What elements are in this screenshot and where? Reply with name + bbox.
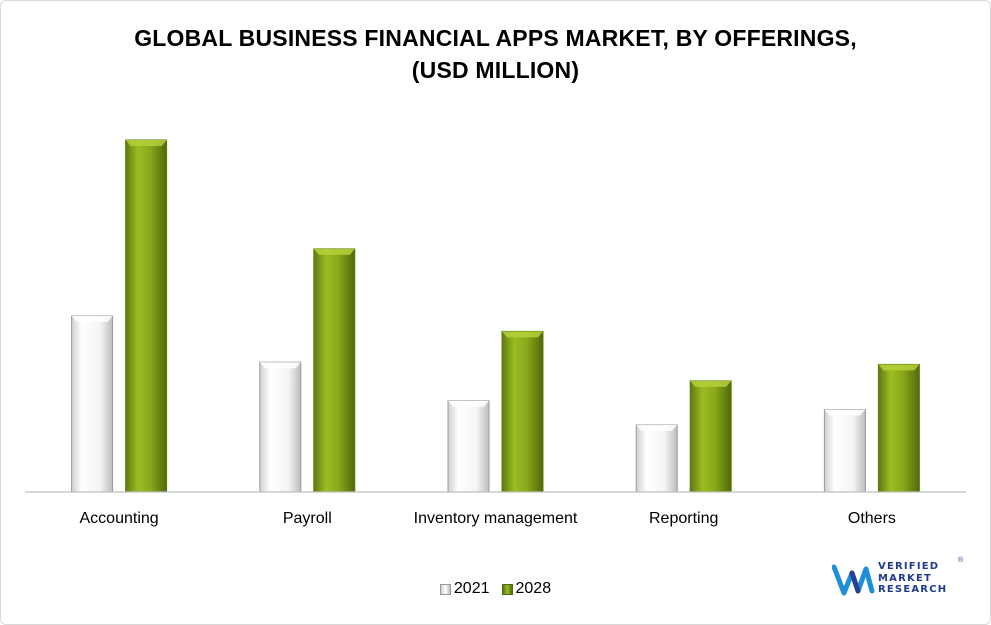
bar-cap-2028-others — [878, 364, 920, 371]
legend-item-2021: 2021 — [439, 580, 490, 598]
bar-2021-accounting — [71, 315, 114, 493]
category-label-accounting: Accounting — [80, 510, 159, 527]
bar-2028-inventory-management — [501, 330, 544, 493]
bar-2028-others — [877, 363, 920, 493]
bar-cap-2021-payroll — [259, 362, 301, 369]
bar-2021-inventory-management — [447, 400, 490, 493]
category-label-reporting: Reporting — [649, 510, 718, 527]
bar-2028-reporting — [689, 380, 732, 493]
legend-swatch-2021 — [439, 583, 451, 595]
legend-item-2028: 2028 — [501, 580, 552, 598]
bar-cap-2028-inventory-management — [502, 331, 543, 338]
legend-swatch-2028 — [501, 583, 513, 595]
bar-cap-2021-accounting — [71, 316, 113, 322]
chart-title-line-1: GLOBAL BUSINESS FINANCIAL APPS MARKET, B… — [134, 25, 857, 51]
vmr-logo-line-1: VERIFIED — [878, 561, 940, 572]
category-label-inventory-management: Inventory management — [414, 510, 578, 527]
bar-2021-others — [823, 409, 866, 493]
bar-cap-2028-accounting — [125, 140, 167, 146]
vmr-logo-line-2: MARKET — [878, 572, 932, 584]
bar-2021-payroll — [259, 361, 302, 493]
vmr-logo-icon — [831, 564, 875, 596]
bar-cap-2021-others — [824, 409, 866, 416]
bar-cap-2021-reporting — [636, 424, 678, 431]
chart-title-line-2: (USD MILLION) — [411, 57, 580, 83]
chart-title: GLOBAL BUSINESS FINANCIAL APPS MARKET, B… — [0, 22, 991, 86]
bar-cap-2021-inventory-management — [448, 400, 489, 407]
legend-label-2028: 2028 — [515, 580, 552, 597]
category-label-others: Others — [848, 510, 896, 527]
category-label-payroll: Payroll — [283, 510, 332, 527]
bar-cap-2028-reporting — [690, 380, 732, 387]
vmr-logo-line-3: RESEARCH — [878, 584, 948, 595]
registered-mark: ® — [958, 557, 964, 564]
vmr-logo-text: VERIFIED MARKET RESEARCH — [878, 561, 947, 596]
bar-2021-reporting — [635, 424, 678, 493]
bar-2028-payroll — [313, 248, 356, 493]
legend: 2021 2028 — [0, 580, 991, 598]
legend-label-2021: 2021 — [453, 580, 490, 597]
bar-cap-2028-payroll — [313, 248, 355, 255]
vmr-logo: VERIFIED MARKET RESEARCH ® — [831, 557, 972, 605]
bar-2028-accounting — [125, 139, 168, 493]
